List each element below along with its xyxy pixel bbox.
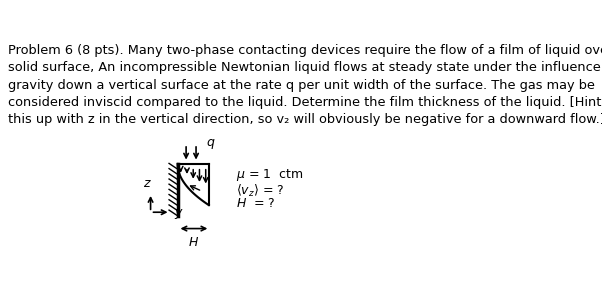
Text: z: z — [143, 177, 149, 190]
Text: Problem 6 (8 pts). Many two-phase contacting devices require the flow of a film : Problem 6 (8 pts). Many two-phase contac… — [8, 44, 602, 126]
Text: y: y — [174, 206, 181, 219]
Text: H: H — [188, 236, 198, 249]
Text: $\langle v_z \rangle$ = ?: $\langle v_z \rangle$ = ? — [236, 183, 284, 199]
Text: q: q — [206, 136, 214, 149]
Text: $\mu$ = 1  ctm: $\mu$ = 1 ctm — [236, 167, 303, 183]
Text: $H$  = ?: $H$ = ? — [236, 197, 275, 210]
